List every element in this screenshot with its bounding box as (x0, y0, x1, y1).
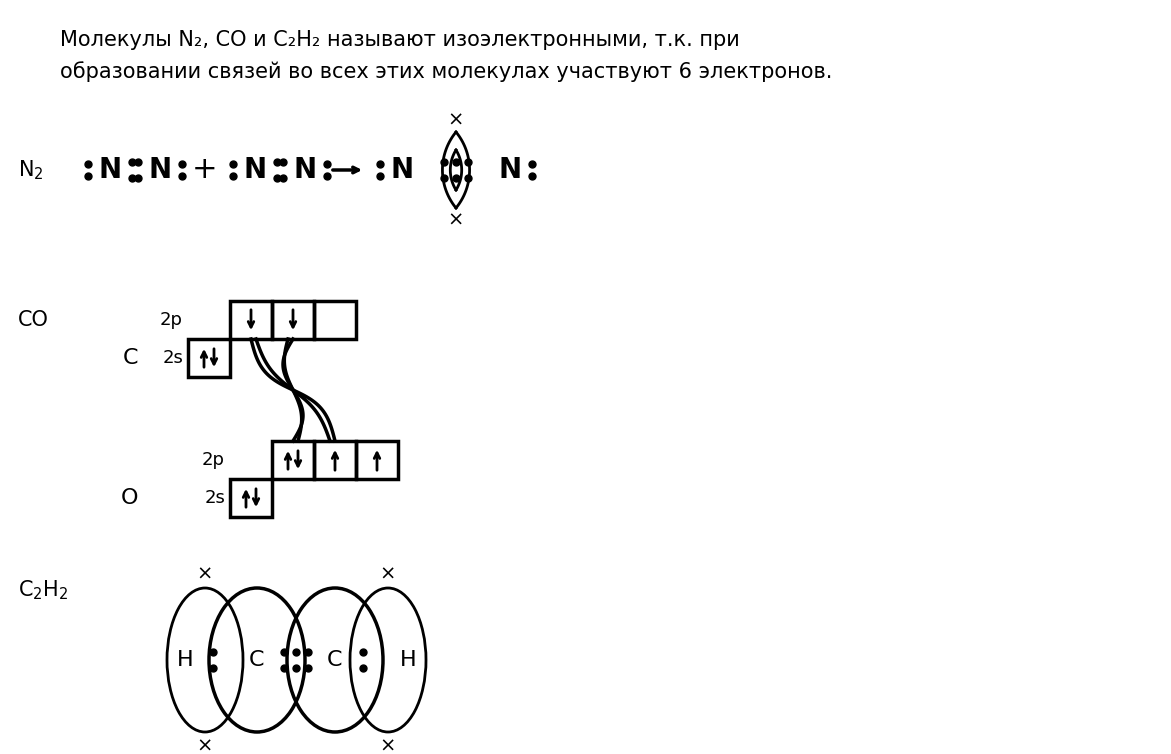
Text: N$_2$: N$_2$ (18, 158, 43, 182)
Text: 2s: 2s (162, 349, 183, 367)
Text: CO: CO (18, 310, 49, 330)
Text: ×: × (379, 737, 396, 754)
Bar (230, 301, 272, 339)
Bar (189, 339, 230, 377)
Text: 2s: 2s (204, 489, 225, 507)
Text: O: O (122, 488, 138, 508)
Text: N: N (98, 156, 122, 184)
Text: N: N (149, 156, 172, 184)
Text: C: C (327, 650, 343, 670)
Text: N: N (244, 156, 267, 184)
Text: +: + (192, 155, 218, 185)
Bar (230, 479, 272, 517)
Text: H: H (399, 650, 417, 670)
Bar (272, 441, 314, 479)
Text: C: C (249, 650, 265, 670)
Text: Молекулы N₂, CO и C₂H₂ называют изоэлектронными, т.к. при: Молекулы N₂, CO и C₂H₂ называют изоэлект… (60, 30, 740, 50)
Text: N: N (390, 156, 413, 184)
Text: N: N (294, 156, 316, 184)
Text: C: C (122, 348, 138, 368)
Text: N: N (499, 156, 521, 184)
Text: ×: × (379, 565, 396, 584)
Bar (356, 441, 398, 479)
Text: ×: × (447, 111, 464, 130)
Bar (272, 301, 314, 339)
Text: H: H (177, 650, 193, 670)
Bar (314, 301, 356, 339)
Text: ×: × (447, 210, 464, 229)
Text: образовании связей во всех этих молекулах участвуют 6 электронов.: образовании связей во всех этих молекула… (60, 62, 833, 82)
Text: ×: × (197, 565, 213, 584)
Bar (314, 441, 356, 479)
Text: C$_2$H$_2$: C$_2$H$_2$ (18, 578, 68, 602)
Text: 2p: 2p (160, 311, 183, 329)
Text: ×: × (197, 737, 213, 754)
Text: 2p: 2p (203, 451, 225, 469)
